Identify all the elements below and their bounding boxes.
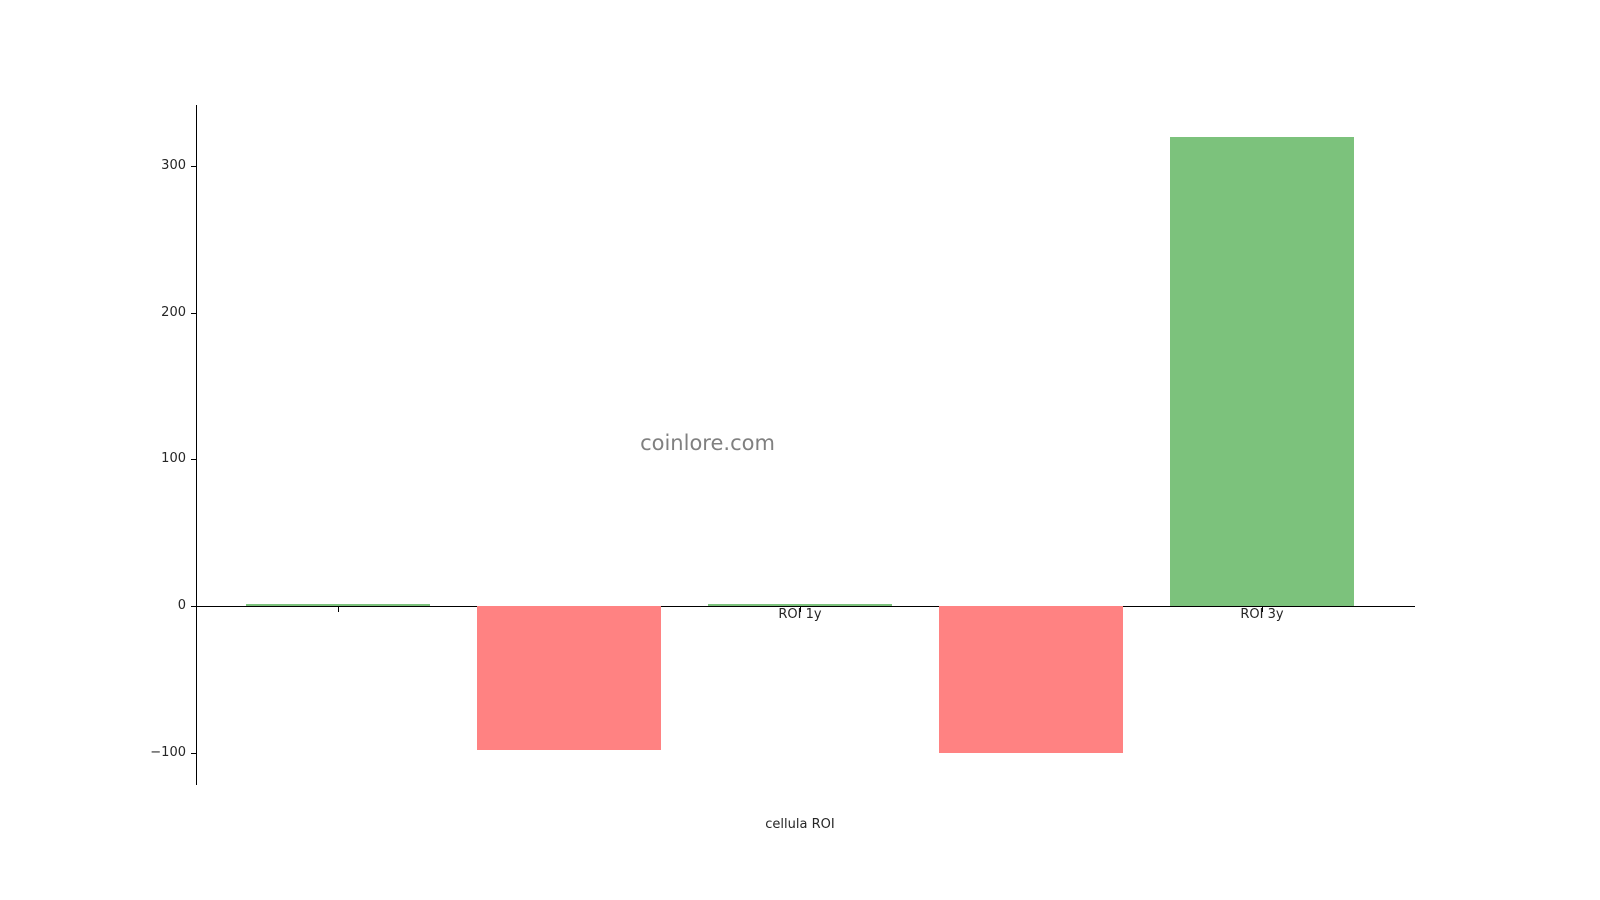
y-tick-mark <box>191 752 196 754</box>
x-tick-label: ROI 1y <box>778 607 822 622</box>
x-tick-mark <box>1262 607 1263 612</box>
y-tick-mark <box>191 606 196 607</box>
y-tick-label: 100 <box>161 451 186 467</box>
y-tick-label: 0 <box>177 598 186 613</box>
bar <box>246 603 430 606</box>
y-tick-label: 200 <box>161 304 186 320</box>
y-tick-label: −100 <box>150 744 186 760</box>
bar <box>1170 137 1354 606</box>
y-tick-label: 300 <box>161 158 186 174</box>
y-tick-mark <box>191 459 196 461</box>
x-axis-title: cellula ROI <box>765 817 835 832</box>
x-tick-mark <box>338 607 339 612</box>
y-axis-line <box>196 105 197 785</box>
watermark: coinlore.com <box>640 431 775 455</box>
y-tick-mark <box>191 312 196 314</box>
y-tick-mark <box>191 166 196 168</box>
x-tick-label: ROI 3y <box>1240 607 1284 622</box>
bar <box>939 606 1123 753</box>
x-tick-mark <box>800 607 801 612</box>
x-axis-zero-line <box>196 606 1415 607</box>
bar <box>477 606 661 750</box>
bar <box>708 603 892 606</box>
